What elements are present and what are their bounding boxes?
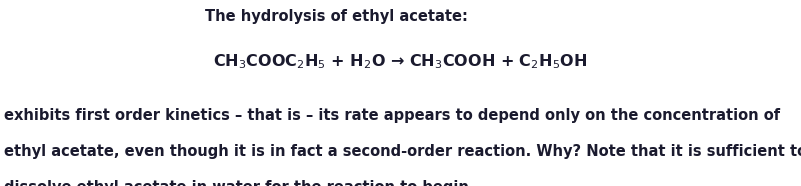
- Text: CH$_3$COOC$_2$H$_5$ + H$_2$O → CH$_3$COOH + C$_2$H$_5$OH: CH$_3$COOC$_2$H$_5$ + H$_2$O → CH$_3$COO…: [213, 52, 588, 71]
- Text: ethyl acetate, even though it is in fact a second-order reaction. Why? Note that: ethyl acetate, even though it is in fact…: [4, 144, 801, 159]
- Text: dissolve ethyl acetate in water for the reaction to begin.: dissolve ethyl acetate in water for the …: [4, 180, 474, 186]
- Text: exhibits first order kinetics – that is – its rate appears to depend only on the: exhibits first order kinetics – that is …: [4, 108, 780, 123]
- Text: The hydrolysis of ethyl acetate:: The hydrolysis of ethyl acetate:: [205, 9, 468, 24]
